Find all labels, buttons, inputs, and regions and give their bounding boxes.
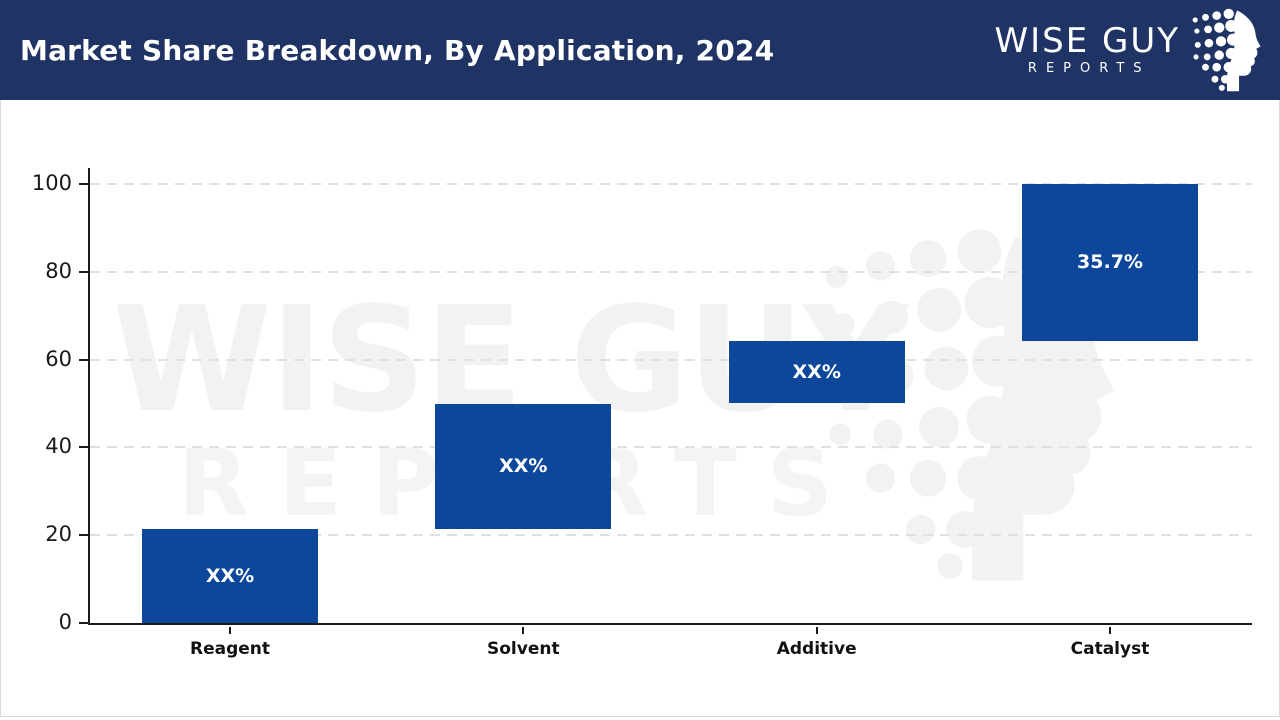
gridline (90, 183, 1252, 185)
y-axis-tick (79, 622, 88, 624)
y-tick-label: 20 (45, 522, 72, 547)
gridline (90, 358, 1252, 361)
brand-logo-text: WISE GUY REPORTS (994, 20, 1180, 77)
y-axis-tick (79, 270, 88, 273)
x-axis-tick (522, 627, 525, 634)
y-axis-tick (79, 183, 88, 185)
y-axis-tick (79, 534, 88, 537)
bar-value-label: 35.7% (1077, 251, 1143, 274)
x-axis-tick (1109, 627, 1111, 634)
bar-value-label: XX% (205, 565, 255, 588)
bar-solvent: XX% (435, 403, 612, 530)
gridline (90, 446, 1252, 449)
gridline (90, 534, 1252, 537)
y-tick-label: 100 (31, 171, 72, 195)
chart-title: Market Share Breakdown, By Application, … (20, 33, 775, 67)
bar-value-label: XX% (499, 455, 548, 478)
brand-face-icon (1192, 8, 1261, 92)
bar-reagent: XX% (142, 529, 318, 623)
x-tick-label-catalyst: Catalyst (1070, 639, 1150, 659)
x-axis-tick (815, 627, 818, 634)
bar-catalyst: 35.7% (1022, 184, 1198, 341)
x-tick-label-additive: Additive (776, 639, 857, 659)
x-axis-tick (229, 627, 231, 634)
brand-name: WISE GUY (994, 20, 1180, 61)
bar-value-label: XX% (792, 361, 841, 384)
y-tick-label: 80 (45, 258, 72, 283)
x-tick-label-reagent: Reagent (189, 639, 271, 659)
gridline (90, 270, 1252, 273)
y-tick-label: 0 (58, 610, 72, 634)
brand-logo: WISE GUY REPORTS (994, 5, 1280, 95)
y-tick-label: 40 (45, 434, 72, 459)
header-bar: Market Share Breakdown, By Application, … (0, 0, 1280, 100)
y-axis-tick (79, 446, 88, 449)
x-tick-label-solvent: Solvent (487, 639, 560, 659)
brand-subname: REPORTS (1027, 61, 1151, 77)
plot-area: XX% XX% XX% 35.7% (88, 168, 1252, 625)
y-axis-tick (79, 358, 88, 361)
y-tick-label: 60 (45, 346, 72, 371)
bar-additive: XX% (728, 340, 905, 404)
